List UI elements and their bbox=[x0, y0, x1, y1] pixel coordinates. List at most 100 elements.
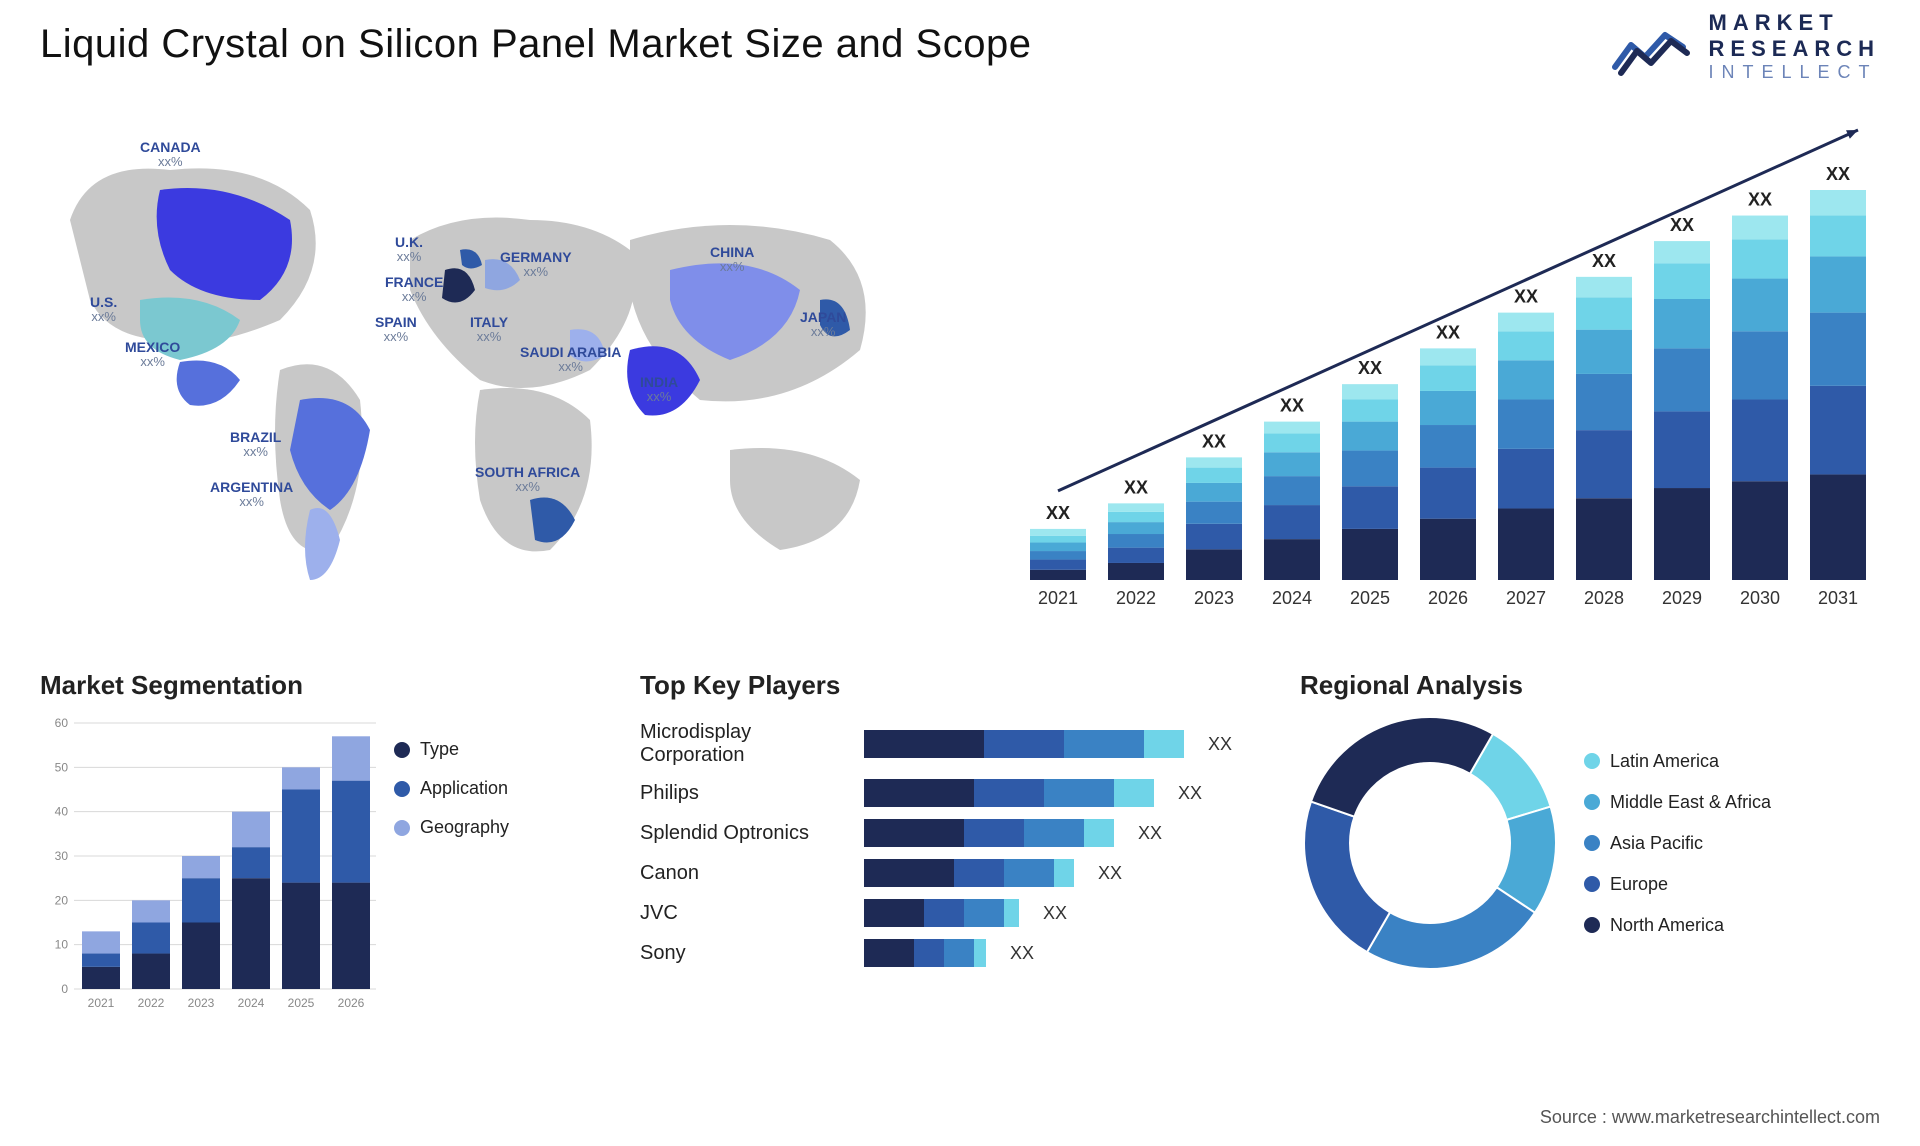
svg-text:2026: 2026 bbox=[338, 996, 365, 1010]
map-label: MEXICOxx% bbox=[125, 340, 180, 370]
market-segmentation: Market Segmentation 01020304050602021202… bbox=[40, 670, 560, 1013]
svg-text:2024: 2024 bbox=[238, 996, 265, 1010]
svg-text:2027: 2027 bbox=[1506, 588, 1546, 608]
regional-analysis: Regional Analysis Latin America Middle Ea… bbox=[1300, 670, 1880, 973]
player-name: Canon bbox=[640, 862, 850, 885]
svg-text:XX: XX bbox=[1514, 287, 1538, 307]
segmentation-bar-chart: 0102030405060202120222023202420252026 bbox=[40, 713, 380, 1013]
map-label: U.K.xx% bbox=[395, 235, 423, 265]
svg-text:20: 20 bbox=[55, 893, 69, 907]
legend-item: North America bbox=[1584, 915, 1771, 936]
world-map: CANADAxx%U.S.xx%MEXICOxx%BRAZILxx%ARGENT… bbox=[30, 120, 930, 630]
logo-line1: MARKET bbox=[1709, 10, 1880, 36]
legend-item: Type bbox=[394, 739, 509, 760]
map-label: FRANCExx% bbox=[385, 275, 443, 305]
map-label: SAUDI ARABIAxx% bbox=[520, 345, 621, 375]
regional-donut-chart bbox=[1300, 713, 1560, 973]
player-value: XX bbox=[1168, 783, 1202, 804]
player-name: Philips bbox=[640, 782, 850, 805]
svg-text:2021: 2021 bbox=[1038, 588, 1078, 608]
world-map-icon bbox=[30, 120, 930, 630]
map-label: INDIAxx% bbox=[640, 375, 678, 405]
svg-text:XX: XX bbox=[1202, 431, 1226, 451]
svg-text:2025: 2025 bbox=[1350, 588, 1390, 608]
svg-text:2028: 2028 bbox=[1584, 588, 1624, 608]
map-label: ITALYxx% bbox=[470, 315, 508, 345]
page-title: Liquid Crystal on Silicon Panel Market S… bbox=[40, 22, 1031, 67]
svg-text:30: 30 bbox=[55, 849, 69, 863]
map-label: CANADAxx% bbox=[140, 140, 201, 170]
svg-text:2023: 2023 bbox=[1194, 588, 1234, 608]
player-name: JVC bbox=[640, 902, 850, 925]
player-row: Sony XX bbox=[640, 939, 1260, 967]
svg-text:2031: 2031 bbox=[1818, 588, 1858, 608]
svg-text:XX: XX bbox=[1592, 251, 1616, 271]
regional-title: Regional Analysis bbox=[1300, 670, 1880, 701]
svg-text:XX: XX bbox=[1046, 503, 1070, 523]
player-row: Philips XX bbox=[640, 779, 1260, 807]
player-row: Canon XX bbox=[640, 859, 1260, 887]
player-bar bbox=[864, 819, 1114, 847]
svg-text:2022: 2022 bbox=[138, 996, 165, 1010]
legend-item: Europe bbox=[1584, 874, 1771, 895]
svg-text:XX: XX bbox=[1436, 322, 1460, 342]
logo-line2: RESEARCH bbox=[1709, 36, 1880, 62]
top-key-players: Top Key Players Microdisplay Corporation… bbox=[640, 670, 1260, 967]
svg-text:60: 60 bbox=[55, 716, 69, 730]
logo-line3: INTELLECT bbox=[1709, 62, 1880, 83]
svg-text:50: 50 bbox=[55, 760, 69, 774]
svg-text:2030: 2030 bbox=[1740, 588, 1780, 608]
brand-logo: MARKET RESEARCH INTELLECT bbox=[1611, 10, 1880, 83]
svg-text:2026: 2026 bbox=[1428, 588, 1468, 608]
svg-text:XX: XX bbox=[1358, 358, 1382, 378]
svg-text:0: 0 bbox=[61, 982, 68, 996]
player-bar bbox=[864, 939, 986, 967]
regional-legend: Latin America Middle East & Africa Asia Pa… bbox=[1584, 751, 1771, 936]
player-name: Splendid Optronics bbox=[640, 822, 850, 845]
logo-mark-icon bbox=[1611, 17, 1691, 77]
legend-item: Geography bbox=[394, 817, 509, 838]
player-bar bbox=[864, 859, 1074, 887]
forecast-chart: XX 2021 XX 2022 XX 2023 XX 2024 XX 2025 XX 2026 XX 20… bbox=[1000, 120, 1880, 630]
svg-text:2024: 2024 bbox=[1272, 588, 1312, 608]
segmentation-legend: Type Application Geography bbox=[394, 713, 509, 1013]
players-title: Top Key Players bbox=[640, 670, 1260, 701]
player-bar bbox=[864, 899, 1019, 927]
player-row: Microdisplay Corporation XX bbox=[640, 721, 1260, 767]
map-label: SPAINxx% bbox=[375, 315, 417, 345]
svg-text:40: 40 bbox=[55, 805, 69, 819]
svg-text:2025: 2025 bbox=[288, 996, 315, 1010]
svg-text:2023: 2023 bbox=[188, 996, 215, 1010]
player-row: Splendid Optronics XX bbox=[640, 819, 1260, 847]
player-bar bbox=[864, 730, 1184, 758]
map-label: JAPANxx% bbox=[800, 310, 846, 340]
svg-text:2029: 2029 bbox=[1662, 588, 1702, 608]
player-name: Microdisplay Corporation bbox=[640, 721, 850, 767]
legend-item: Asia Pacific bbox=[1584, 833, 1771, 854]
map-label: ARGENTINAxx% bbox=[210, 480, 293, 510]
svg-text:XX: XX bbox=[1124, 477, 1148, 497]
player-value: XX bbox=[1000, 943, 1034, 964]
forecast-bar-chart: XX 2021 XX 2022 XX 2023 XX 2024 XX 2025 XX 2026 XX 20… bbox=[1000, 120, 1880, 630]
segmentation-title: Market Segmentation bbox=[40, 670, 560, 701]
player-value: XX bbox=[1088, 863, 1122, 884]
svg-text:2022: 2022 bbox=[1116, 588, 1156, 608]
source-attribution: Source : www.marketresearchintellect.com bbox=[1540, 1107, 1880, 1128]
map-label: CHINAxx% bbox=[710, 245, 754, 275]
map-label: GERMANYxx% bbox=[500, 250, 572, 280]
player-value: XX bbox=[1128, 823, 1162, 844]
map-label: SOUTH AFRICAxx% bbox=[475, 465, 580, 495]
player-row: JVC XX bbox=[640, 899, 1260, 927]
svg-text:XX: XX bbox=[1826, 164, 1850, 184]
player-value: XX bbox=[1198, 734, 1232, 755]
player-name: Sony bbox=[640, 942, 850, 965]
svg-text:10: 10 bbox=[55, 938, 69, 952]
legend-item: Latin America bbox=[1584, 751, 1771, 772]
svg-text:XX: XX bbox=[1280, 396, 1304, 416]
player-value: XX bbox=[1033, 903, 1067, 924]
legend-item: Application bbox=[394, 778, 509, 799]
legend-item: Middle East & Africa bbox=[1584, 792, 1771, 813]
svg-text:XX: XX bbox=[1748, 190, 1772, 210]
map-label: U.S.xx% bbox=[90, 295, 117, 325]
svg-text:XX: XX bbox=[1670, 215, 1694, 235]
